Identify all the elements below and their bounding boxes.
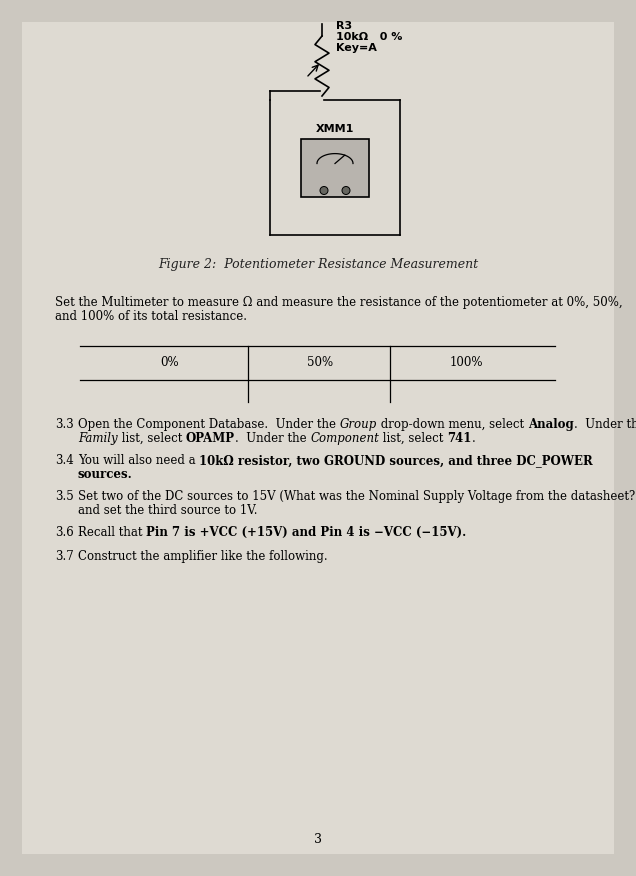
Text: 100%: 100% xyxy=(449,357,483,370)
Text: Set the Multimeter to measure Ω and measure the resistance of the potentiometer : Set the Multimeter to measure Ω and meas… xyxy=(55,296,623,309)
Text: 3.4: 3.4 xyxy=(55,454,74,467)
Text: and set the third source to 1V.: and set the third source to 1V. xyxy=(78,504,258,517)
Text: Pin 7 is +VCC (+15V) and Pin 4 is −VCC (−15V).: Pin 7 is +VCC (+15V) and Pin 4 is −VCC (… xyxy=(146,526,466,539)
Text: .: . xyxy=(471,432,475,445)
Text: Recall that: Recall that xyxy=(78,526,146,539)
Text: Set two of the DC sources to 15V (What was the Nominal Supply Voltage from the d: Set two of the DC sources to 15V (What w… xyxy=(78,490,636,503)
Text: 10kΩ   0 %: 10kΩ 0 % xyxy=(336,32,403,42)
Bar xyxy=(301,138,369,196)
Text: 0%: 0% xyxy=(161,357,179,370)
Text: OPAMP: OPAMP xyxy=(186,432,235,445)
Text: 10kΩ resistor, two GROUND sources, and three DC_POWER: 10kΩ resistor, two GROUND sources, and t… xyxy=(199,454,593,467)
Text: 3: 3 xyxy=(314,833,322,846)
Text: 3.5: 3.5 xyxy=(55,490,74,503)
Text: Component: Component xyxy=(310,432,379,445)
Text: Family: Family xyxy=(78,432,118,445)
Text: list, select: list, select xyxy=(379,432,447,445)
Text: and 100% of its total resistance.: and 100% of its total resistance. xyxy=(55,310,247,323)
Text: sources.: sources. xyxy=(78,468,133,481)
Text: drop-down menu, select: drop-down menu, select xyxy=(377,418,528,431)
Text: .  Under the: . Under the xyxy=(235,432,310,445)
Text: 3.7: 3.7 xyxy=(55,550,74,563)
Text: You will also need a: You will also need a xyxy=(78,454,199,467)
Text: R3: R3 xyxy=(336,21,352,31)
Circle shape xyxy=(342,187,350,194)
Text: 741: 741 xyxy=(447,432,471,445)
Text: Figure 2:  Potentiometer Resistance Measurement: Figure 2: Potentiometer Resistance Measu… xyxy=(158,258,478,271)
Text: list, select: list, select xyxy=(118,432,186,445)
Text: XMM1: XMM1 xyxy=(316,124,354,135)
Text: Construct the amplifier like the following.: Construct the amplifier like the followi… xyxy=(78,550,328,563)
Text: .  Under the: . Under the xyxy=(574,418,636,431)
Circle shape xyxy=(320,187,328,194)
Text: Open the Component Database.  Under the: Open the Component Database. Under the xyxy=(78,418,340,431)
Text: Key=A: Key=A xyxy=(336,43,377,53)
Text: Analog: Analog xyxy=(528,418,574,431)
Text: 3.3: 3.3 xyxy=(55,418,74,431)
Text: Group: Group xyxy=(340,418,377,431)
Text: 50%: 50% xyxy=(307,357,333,370)
Text: 3.6: 3.6 xyxy=(55,526,74,539)
